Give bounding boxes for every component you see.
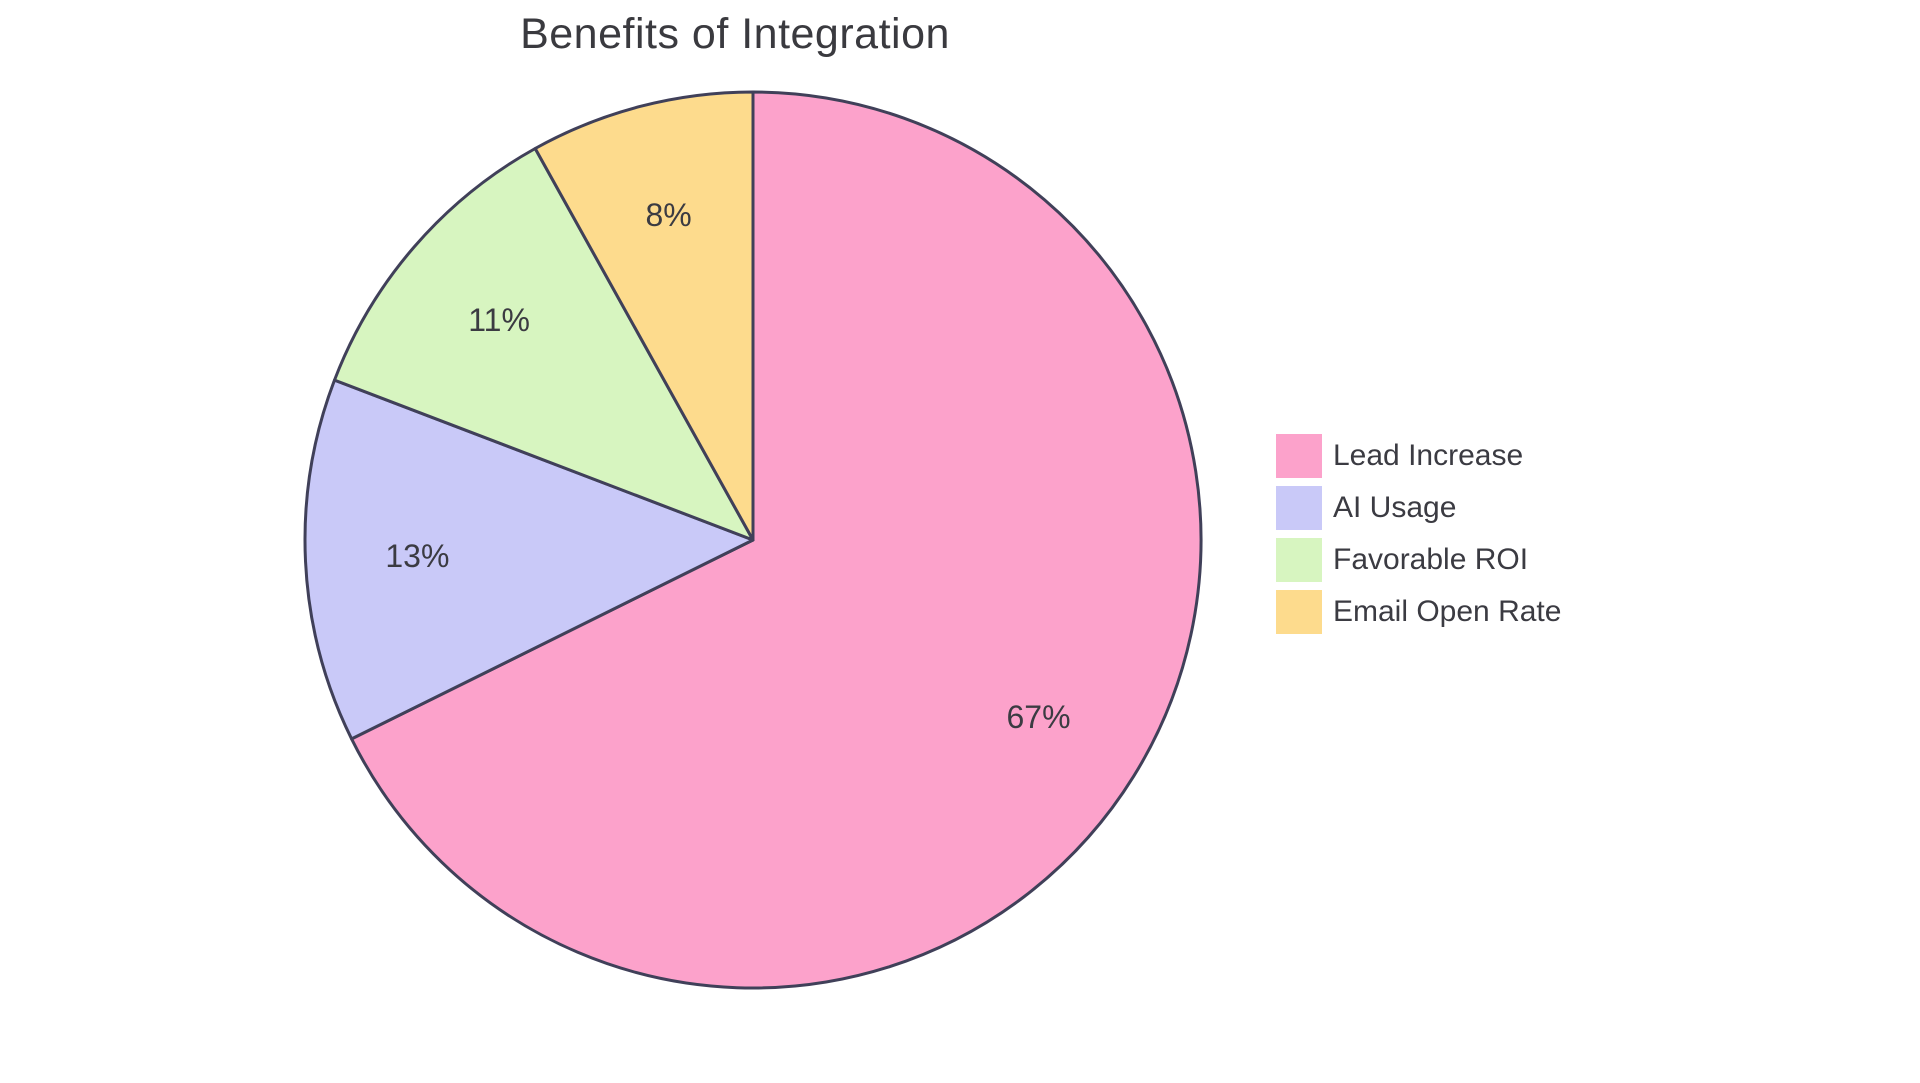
pie-slice-label-lead-increase: 67% — [1006, 699, 1070, 735]
pie-slice-favorable-roi — [333, 147, 755, 542]
legend-swatch-lead-increase — [1276, 434, 1322, 478]
legend-item-ai-usage: AI Usage — [1276, 486, 1561, 530]
legend-item-lead-increase: Lead Increase — [1276, 434, 1561, 478]
pie-slice-label-ai-usage: 13% — [385, 538, 449, 574]
pie-slice-email-open-rate — [533, 90, 755, 542]
legend-item-favorable-roi: Favorable ROI — [1276, 538, 1561, 582]
pie-slice-label-email-open-rate: 8% — [645, 197, 691, 233]
legend-label-favorable-roi: Favorable ROI — [1333, 543, 1529, 576]
legend-swatch-email-open-rate — [1276, 590, 1322, 634]
legend-item-email-open-rate: Email Open Rate — [1276, 590, 1561, 634]
legend-label-ai-usage: AI Usage — [1333, 491, 1457, 524]
chart-legend: Lead Increase AI Usage Favorable ROI Email … — [1276, 434, 1561, 642]
legend-label-lead-increase: Lead Increase — [1333, 439, 1524, 472]
legend-label-email-open-rate: Email Open Rate — [1333, 595, 1562, 628]
pie-slice-lead-increase — [350, 90, 1203, 990]
legend-swatch-favorable-roi — [1276, 538, 1322, 582]
pie-slice-ai-usage — [303, 378, 755, 741]
chart-title: Benefits of Integration — [520, 10, 950, 58]
pie-slice-label-favorable-roi: 11% — [468, 302, 530, 338]
legend-swatch-ai-usage — [1276, 486, 1322, 530]
